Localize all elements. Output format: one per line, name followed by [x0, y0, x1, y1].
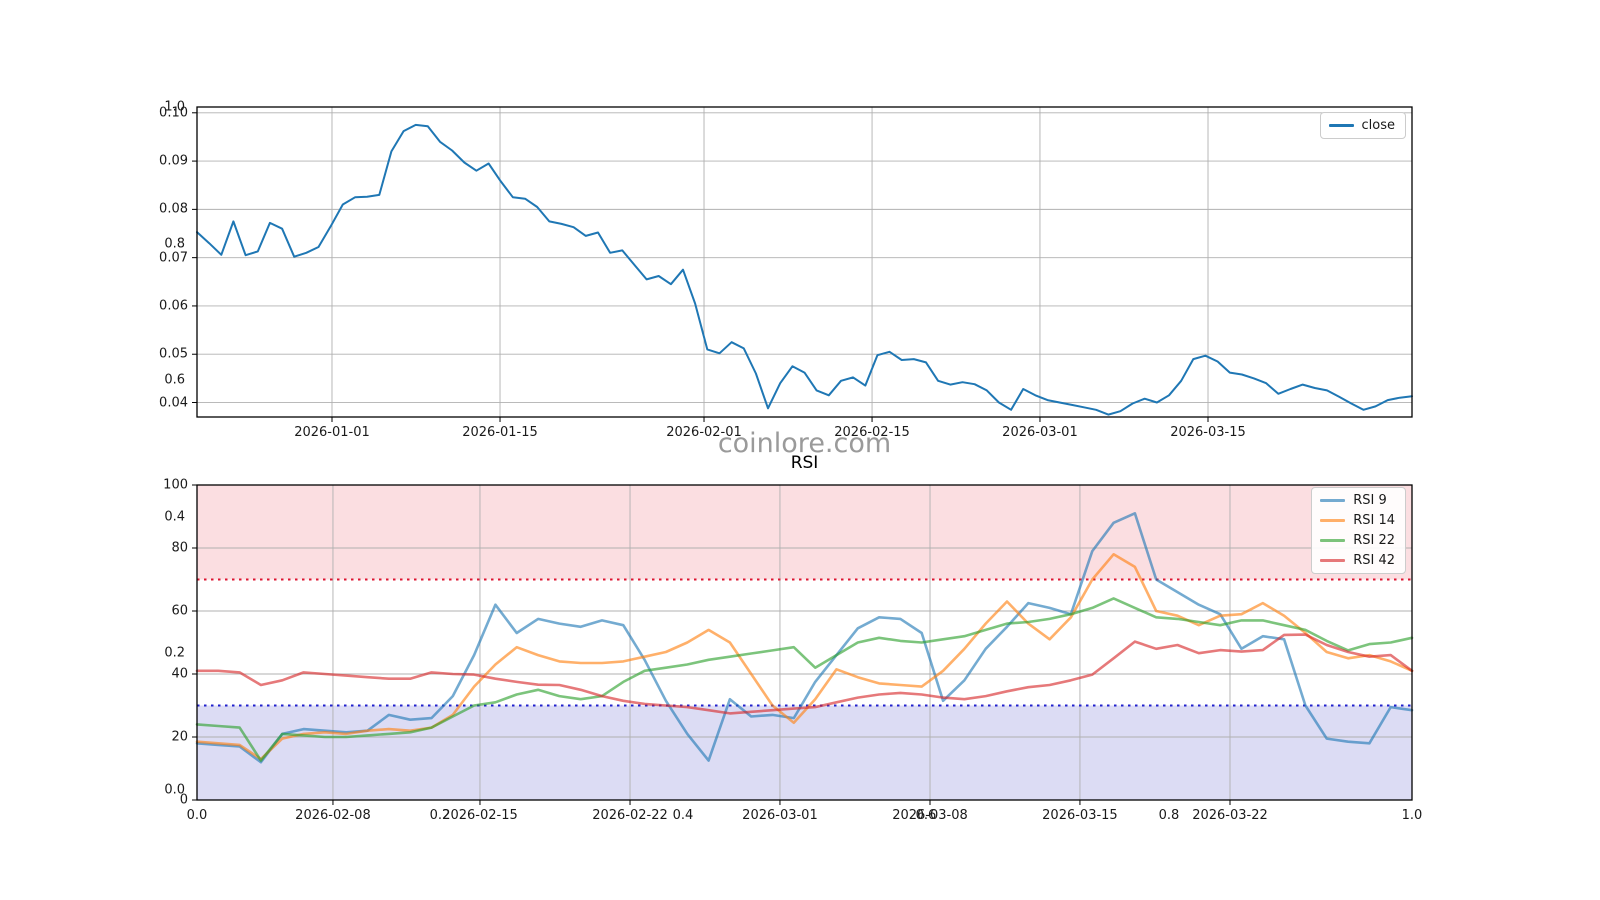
y-tick-label: 0.07 — [159, 250, 188, 266]
series-rsi-9 — [195, 511, 1414, 764]
x-tick-label: 2026-03-15 — [1042, 808, 1118, 823]
x-tick-label: 2026-01-15 — [462, 425, 538, 440]
y-tick-label: 0.09 — [159, 153, 188, 169]
watermark: coinlore.com — [717, 428, 892, 459]
y-tick-label: 60 — [171, 603, 188, 619]
axes-spines — [196, 106, 1413, 418]
x-tick-label: 2026-03-08 — [892, 808, 968, 823]
y-tick-label: 0.08 — [159, 201, 188, 217]
legend-price: close — [1319, 112, 1406, 139]
series-rsi-22 — [195, 597, 1414, 762]
y-tick-label: 40 — [171, 666, 188, 682]
overlay-x-tick-label: 0.0 — [186, 808, 208, 823]
legend-item-close: close — [1328, 117, 1395, 134]
legend-item-rsi14: RSI 14 — [1320, 512, 1395, 529]
x-tick-label: 2026-03-01 — [742, 808, 818, 823]
overlay-y-tick-label: 0.2 — [164, 645, 185, 661]
price-chart-canvas — [192, 106, 1413, 422]
x-tick-label: 2026-02-01 — [666, 425, 742, 440]
y-tick-label: 0.06 — [159, 298, 188, 314]
rsi22-line-swatch — [1320, 539, 1346, 542]
x-tick-label: 2026-03-01 — [1002, 425, 1078, 440]
y-tick-label: 0 — [179, 792, 188, 808]
overlay-y-tick-label: 1.0 — [164, 99, 185, 115]
overlay-y-tick-label: 0.0 — [164, 782, 185, 798]
series-rsi-14 — [195, 553, 1414, 761]
y-tick-label: 80 — [171, 540, 188, 556]
y-tick-label: 0.04 — [159, 395, 188, 410]
legend-label-rsi22: RSI 22 — [1353, 533, 1395, 548]
band — [197, 705, 1412, 800]
x-tick-label: 2026-01-01 — [294, 425, 370, 440]
legend-item-rsi22: RSI 22 — [1320, 532, 1395, 549]
overlay-y-tick-label: 0.8 — [164, 236, 185, 252]
close-line-swatch — [1328, 124, 1354, 127]
axes-spines — [196, 484, 1413, 801]
legend-label-rsi14: RSI 14 — [1353, 513, 1395, 528]
series-rsi-42 — [195, 633, 1414, 715]
overlay-y-tick-label: 0.6 — [164, 372, 185, 388]
band — [197, 485, 1412, 580]
x-tick-label: 2026-02-15 — [834, 425, 910, 440]
rsi9-line-swatch — [1320, 499, 1346, 502]
rsi14-line-swatch — [1320, 519, 1346, 522]
legend-label-rsi9: RSI 9 — [1353, 493, 1387, 508]
x-tick-label: 2026-03-22 — [1192, 808, 1268, 823]
legend-label-rsi42: RSI 42 — [1353, 553, 1395, 568]
x-tick-label: 2026-03-15 — [1170, 425, 1246, 440]
legend-rsi: RSI 9 RSI 14 RSI 22 RSI 42 — [1311, 487, 1406, 574]
y-tick-label: 0.10 — [159, 105, 188, 121]
overlay-x-tick-label: 0.4 — [672, 808, 694, 823]
rsi-chart-canvas — [192, 484, 1414, 805]
legend-item-rsi42: RSI 42 — [1320, 552, 1395, 569]
x-tick-label: 2026-02-22 — [592, 808, 668, 823]
rsi42-line-swatch — [1320, 559, 1346, 562]
overlay-x-tick-label: 0.8 — [1158, 808, 1180, 823]
y-tick-label: 100 — [163, 477, 188, 493]
rsi-chart-title: RSI — [790, 453, 819, 473]
legend-item-rsi9: RSI 9 — [1320, 492, 1395, 509]
x-tick-label: 2026-02-15 — [442, 808, 518, 823]
y-tick-label: 0.05 — [159, 346, 188, 362]
overlay-x-tick-label: 0.6 — [915, 808, 937, 823]
overlay-y-tick-label: 0.4 — [164, 509, 185, 525]
legend-label-close: close — [1361, 118, 1395, 133]
x-tick-label: 2026-02-08 — [295, 808, 371, 823]
overlay-x-tick-label: 0.2 — [429, 808, 451, 823]
series-close — [196, 123, 1413, 416]
y-tick-label: 20 — [171, 729, 188, 745]
overlay-x-tick-label: 1.0 — [1401, 808, 1423, 823]
